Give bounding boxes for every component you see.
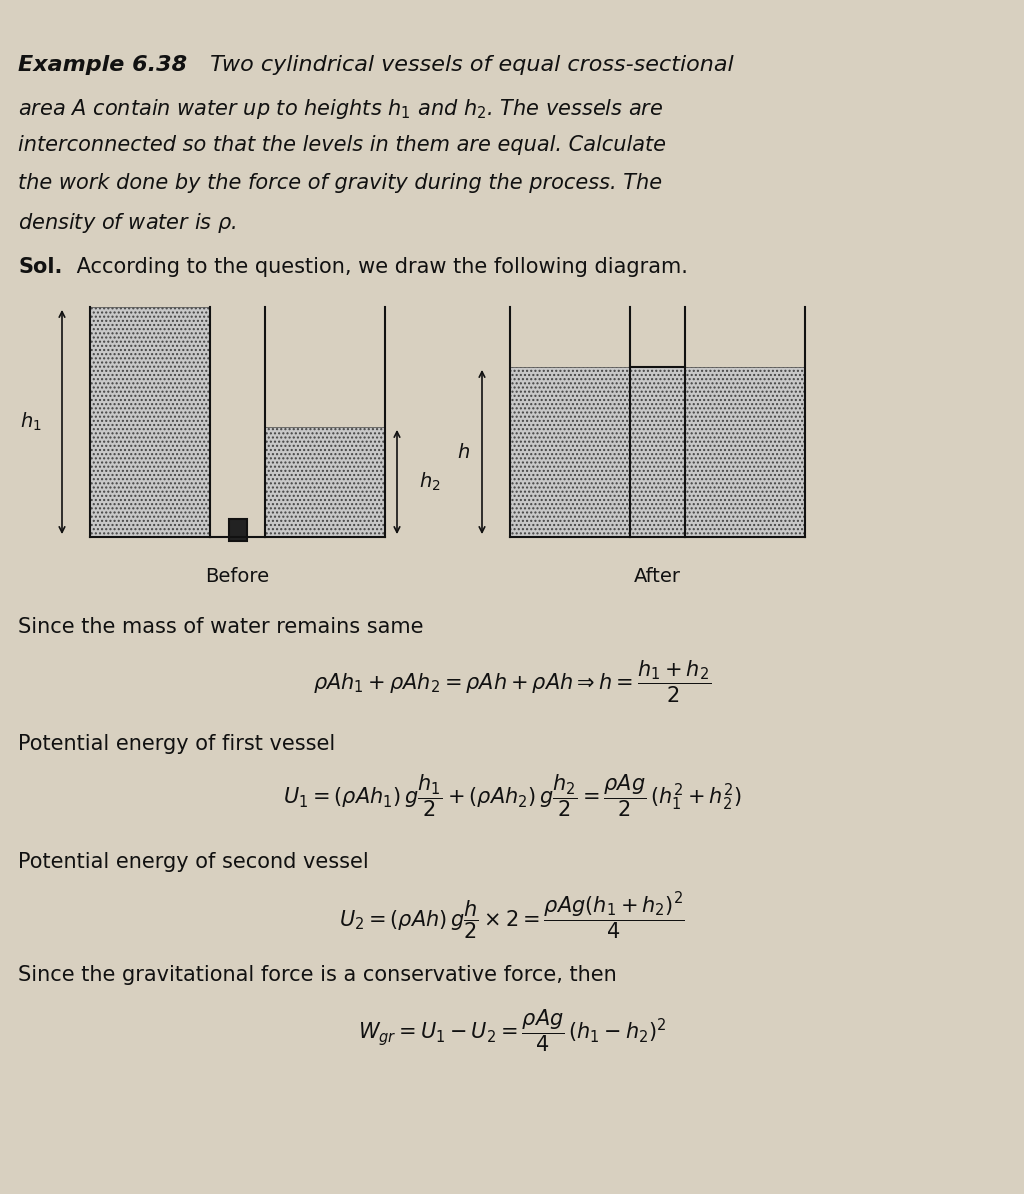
- Text: interconnected so that the levels in them are equal. Calculate: interconnected so that the levels in the…: [18, 135, 666, 155]
- Text: Example 6.38: Example 6.38: [18, 55, 187, 75]
- Text: Potential energy of first vessel: Potential energy of first vessel: [18, 734, 335, 753]
- Text: density of water is $\rho$.: density of water is $\rho$.: [18, 211, 237, 235]
- Text: Two cylindrical vessels of equal cross-sectional: Two cylindrical vessels of equal cross-s…: [203, 55, 733, 75]
- Text: Since the gravitational force is a conservative force, then: Since the gravitational force is a conse…: [18, 965, 616, 985]
- Bar: [630, 367, 685, 537]
- Text: $W_{gr} = U_1 - U_2 = \dfrac{\rho Ag}{4}\,(h_1 - h_2)^2$: $W_{gr} = U_1 - U_2 = \dfrac{\rho Ag}{4}…: [357, 1007, 667, 1053]
- Text: Potential energy of second vessel: Potential energy of second vessel: [18, 853, 369, 872]
- Bar: [265, 427, 385, 537]
- Text: $h_2$: $h_2$: [419, 470, 440, 493]
- Text: $U_1 = (\rho Ah_1)\,g\dfrac{h_1}{2} + (\rho Ah_2)\,g\dfrac{h_2}{2} = \dfrac{\rho: $U_1 = (\rho Ah_1)\,g\dfrac{h_1}{2} + (\…: [283, 773, 741, 819]
- Text: area A contain water up to heights $h_1$ and $h_2$. The vessels are: area A contain water up to heights $h_1$…: [18, 97, 664, 121]
- Bar: [90, 307, 210, 537]
- Text: According to the question, we draw the following diagram.: According to the question, we draw the f…: [70, 257, 688, 277]
- Bar: [228, 519, 247, 541]
- Text: $U_2 = (\rho Ah)\,g\dfrac{h}{2} \times 2 = \dfrac{\rho Ag(h_1 + h_2)^2}{4}$: $U_2 = (\rho Ah)\,g\dfrac{h}{2} \times 2…: [339, 890, 685, 942]
- Text: Before: Before: [206, 567, 269, 586]
- Text: After: After: [634, 567, 681, 586]
- Text: $h_1$: $h_1$: [20, 411, 42, 433]
- Text: $h$: $h$: [457, 443, 470, 462]
- Text: the work done by the force of gravity during the process. The: the work done by the force of gravity du…: [18, 173, 663, 193]
- Bar: [510, 367, 630, 537]
- Text: $\rho Ah_1 + \rho Ah_2 = \rho Ah + \rho Ah \Rightarrow h = \dfrac{h_1 + h_2}{2}$: $\rho Ah_1 + \rho Ah_2 = \rho Ah + \rho …: [313, 659, 711, 706]
- Text: Since the mass of water remains same: Since the mass of water remains same: [18, 617, 424, 638]
- Text: Sol.: Sol.: [18, 257, 62, 277]
- Bar: [685, 367, 805, 537]
